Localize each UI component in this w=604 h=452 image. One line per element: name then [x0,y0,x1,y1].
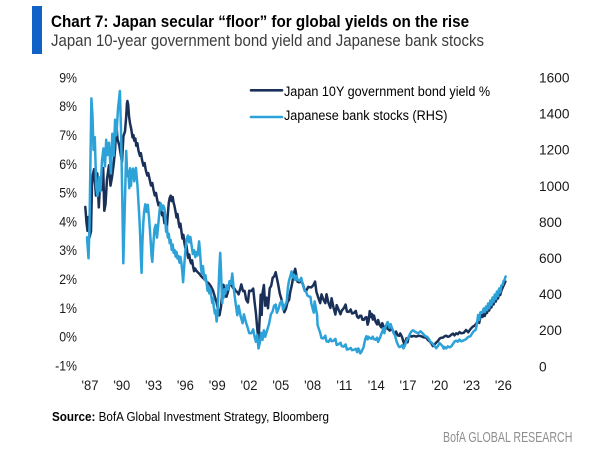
svg-text:0: 0 [539,359,547,374]
svg-text:'20: '20 [431,378,448,393]
svg-text:1400: 1400 [539,106,570,121]
svg-text:'11: '11 [336,378,352,393]
svg-text:5%: 5% [59,185,77,201]
svg-text:'96: '96 [177,378,194,393]
svg-text:'02: '02 [241,378,258,393]
svg-text:'87: '87 [82,378,99,393]
svg-text:1000: 1000 [539,179,570,194]
svg-text:'26: '26 [495,378,512,393]
svg-text:2%: 2% [59,271,77,287]
svg-text:'08: '08 [304,378,321,393]
svg-text:'14: '14 [368,378,386,393]
svg-text:'90: '90 [113,378,130,393]
svg-text:'17: '17 [400,378,417,393]
svg-text:8%: 8% [59,98,77,114]
svg-text:'93: '93 [145,378,162,393]
svg-text:800: 800 [539,215,562,230]
svg-text:'23: '23 [463,378,480,393]
svg-text:1%: 1% [59,300,77,316]
svg-text:600: 600 [539,251,562,266]
svg-text:6%: 6% [59,156,77,172]
svg-text:1600: 1600 [539,70,570,85]
svg-text:1200: 1200 [539,143,570,158]
svg-text:7%: 7% [59,127,77,143]
svg-text:0%: 0% [59,329,77,345]
svg-text:4%: 4% [59,214,77,230]
svg-text:'99: '99 [209,378,226,393]
svg-text:'05: '05 [272,378,289,393]
svg-text:-1%: -1% [55,358,77,374]
svg-text:3%: 3% [59,243,77,259]
svg-text:200: 200 [539,323,562,338]
svg-text:400: 400 [539,287,562,302]
svg-text:9%: 9% [59,70,77,86]
